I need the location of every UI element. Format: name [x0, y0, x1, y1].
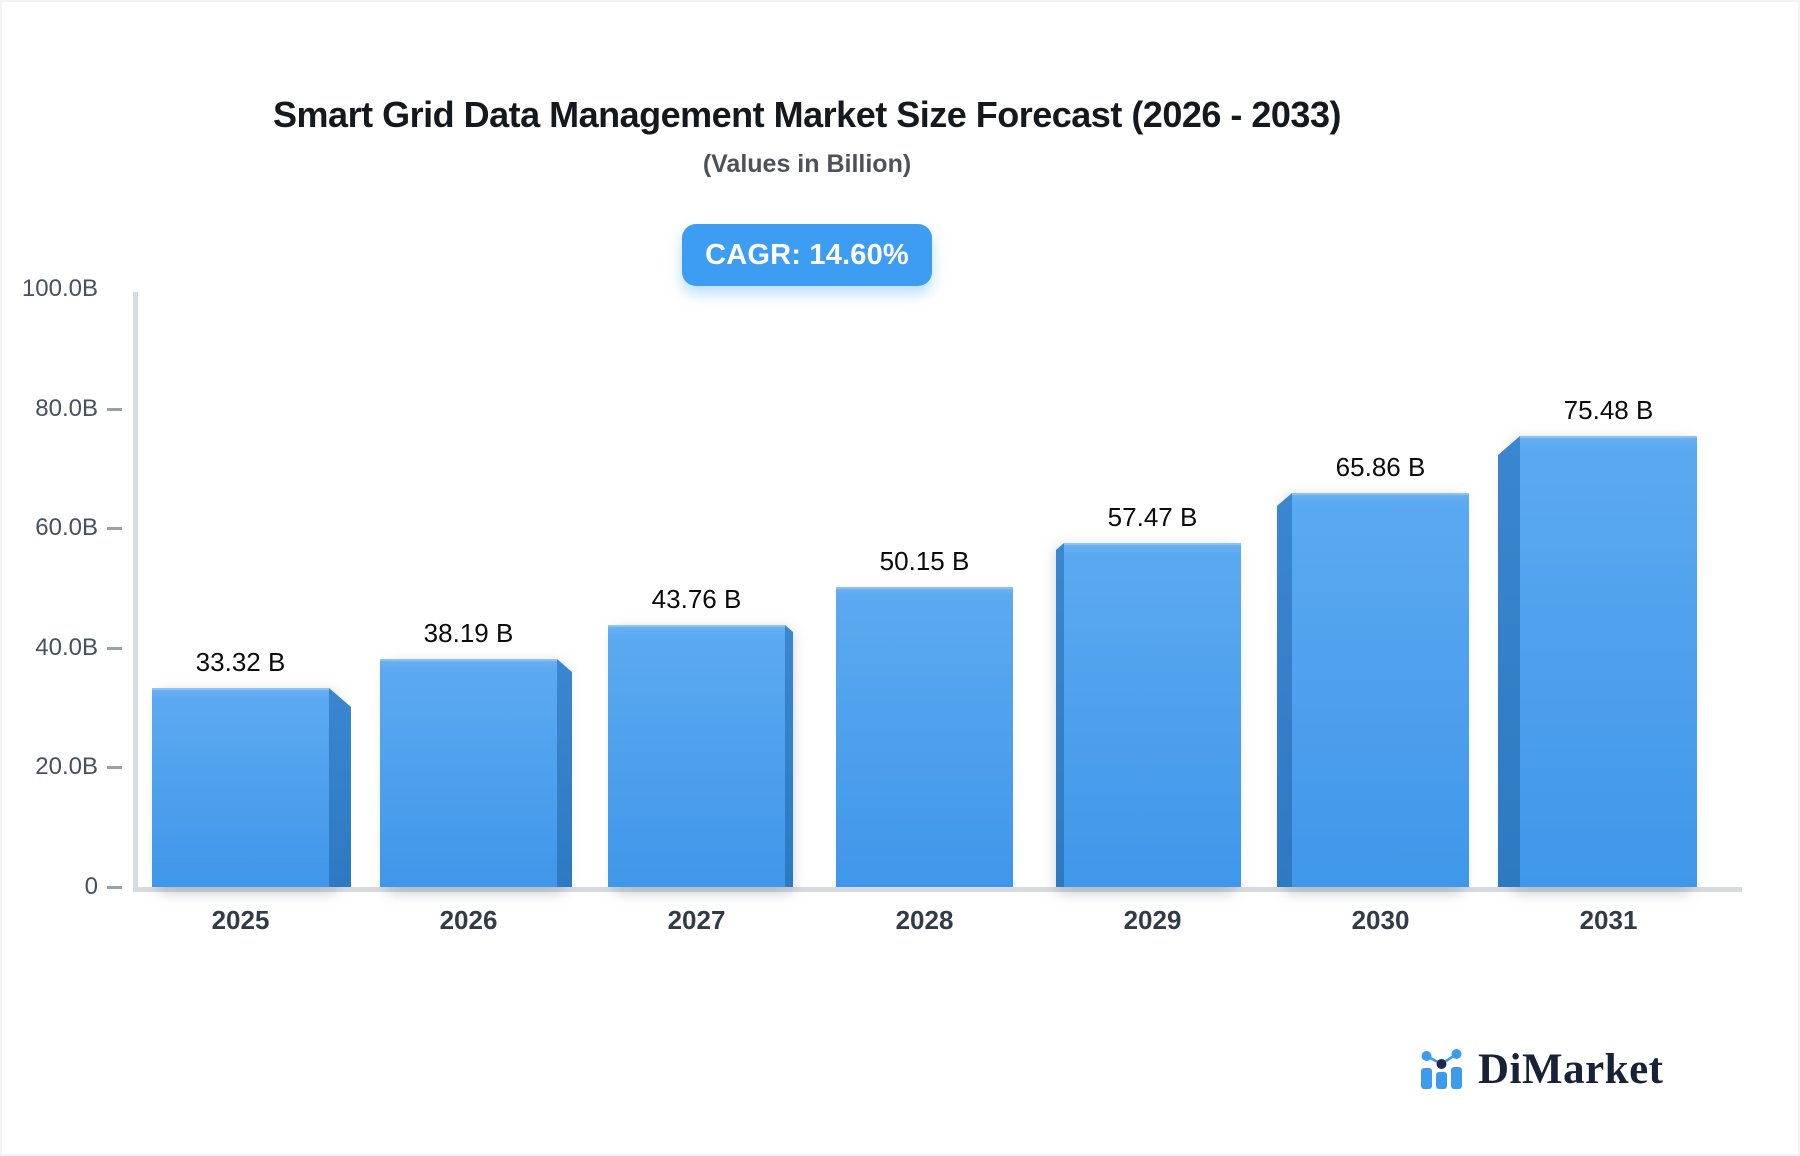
bar	[1064, 543, 1241, 887]
y-tick-label: 40.0B	[35, 633, 98, 661]
x-axis-line	[133, 887, 1742, 892]
page-subtitle: (Values in Billion)	[702, 150, 912, 178]
brand-name: DiMarket	[1478, 1046, 1664, 1093]
bar	[380, 659, 557, 887]
x-tick-label: 2031	[1579, 905, 1638, 935]
cagr-badge-label: CAGR: 14.60%	[705, 238, 909, 271]
bar-value-label: 50.15 B	[879, 546, 970, 576]
y-tick-mark	[107, 527, 122, 531]
page-title: Smart Grid Data Management Market Size F…	[273, 94, 1341, 135]
x-tick-label: 2029	[1123, 905, 1182, 935]
x-tick-label: 2028	[895, 905, 954, 935]
bar-value-label: 33.32 B	[195, 647, 286, 677]
y-tick-label: 60.0B	[35, 514, 98, 542]
brand-chart-icon	[1421, 1049, 1462, 1089]
y-tick-label: 100.0B	[21, 275, 98, 302]
y-tick-mark	[107, 766, 122, 770]
bar	[1292, 493, 1469, 887]
x-tick-label: 2027	[667, 905, 726, 935]
y-tick-mark	[107, 407, 122, 411]
bar-3d-side	[1498, 436, 1520, 887]
y-tick-label: 0	[84, 873, 98, 900]
bar-value-label: 57.47 B	[1107, 502, 1198, 532]
y-axis-line	[133, 292, 138, 890]
x-tick-label: 2026	[439, 905, 498, 935]
bar-value-label: 38.19 B	[423, 618, 514, 648]
bar	[608, 625, 785, 887]
bar-3d-side	[1056, 543, 1064, 887]
brand-logo: DiMarket	[1420, 1044, 1664, 1096]
bar-3d-side	[785, 625, 793, 887]
bar-3d-side	[1277, 493, 1292, 887]
cagr-badge: CAGR: 14.60%	[682, 224, 932, 286]
bar-3d-side	[329, 688, 351, 887]
y-tick-label: 80.0B	[35, 394, 98, 422]
bar	[152, 688, 329, 887]
x-tick-label: 2030	[1351, 905, 1410, 935]
bar-3d-side	[557, 659, 572, 887]
y-tick-label: 20.0B	[35, 753, 98, 781]
bar	[1520, 436, 1697, 887]
x-tick-label: 2025	[211, 905, 270, 935]
y-tick-mark	[107, 646, 122, 650]
y-tick-mark	[107, 886, 122, 889]
bar-value-label: 65.86 B	[1335, 452, 1426, 482]
bar-value-label: 43.76 B	[651, 584, 742, 614]
bar	[836, 587, 1013, 887]
bar-value-label: 75.48 B	[1563, 395, 1654, 425]
